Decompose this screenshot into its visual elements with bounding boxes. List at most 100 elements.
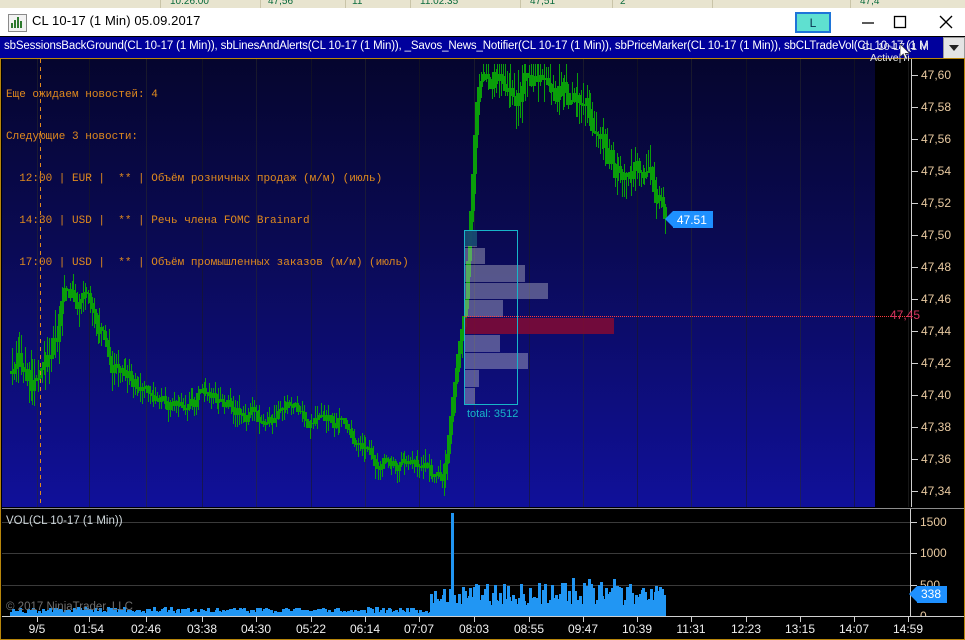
volume-bar xyxy=(156,611,160,616)
volume-bar xyxy=(302,609,306,616)
candle-body xyxy=(56,326,61,342)
volume-bar xyxy=(553,597,557,616)
volume-bar xyxy=(196,611,199,616)
candle-body xyxy=(335,420,340,423)
price-axis[interactable]: 47,60 47,58 47,56 47,54 47,52 47,50 47,48 47,46… xyxy=(911,59,964,507)
time-axis-tick xyxy=(419,617,420,622)
volume-bar xyxy=(303,609,307,616)
candle-body xyxy=(173,400,178,403)
candle-body xyxy=(142,387,147,390)
time-axis[interactable]: 9/5 01:54 02:46 03:38 04:30 05:22 06:14 07:07 08… xyxy=(2,616,964,639)
volume-bar xyxy=(58,608,62,616)
volume-bar xyxy=(86,608,90,616)
candle-wick xyxy=(125,357,127,381)
time-axis-label: 11:31 xyxy=(676,622,706,636)
chart-frame: total: 3512 47.51 47,60 47,58 47,56 47,54 47,… xyxy=(0,58,965,640)
volume-bar xyxy=(601,595,605,616)
close-button[interactable] xyxy=(923,8,965,36)
candle-wick xyxy=(142,382,144,404)
candle-wick xyxy=(244,403,246,421)
volume-bar xyxy=(244,611,248,616)
volume-bar xyxy=(34,609,38,616)
time-axis-label: 02:46 xyxy=(130,622,162,636)
volume-bar xyxy=(78,607,82,616)
volume-bar xyxy=(549,599,553,616)
indicator-bar[interactable]: sbSessionsBackGround(CL 10-17 (1 Min)), … xyxy=(0,36,965,59)
volume-bar xyxy=(229,608,233,616)
candle-body xyxy=(121,368,126,371)
volume-bar xyxy=(155,610,159,616)
volume-plot-area[interactable] xyxy=(2,509,910,616)
volume-pane[interactable]: VOL(CL 10-17 (1 Min)) © 2017 NinjaTrader… xyxy=(2,508,964,623)
candle-body xyxy=(184,408,189,411)
candle-body xyxy=(186,404,191,409)
candle-body xyxy=(415,459,420,468)
candle-body xyxy=(437,472,442,477)
volume-bar xyxy=(354,609,358,616)
volume-bar xyxy=(341,612,345,616)
candle-body xyxy=(380,463,385,469)
volume-profile-bar xyxy=(464,335,501,352)
candle-wick xyxy=(186,405,188,421)
candle-body xyxy=(430,474,435,476)
candle-wick xyxy=(220,387,222,402)
last-price-tag[interactable]: 47.51 xyxy=(664,211,713,228)
maximize-button[interactable] xyxy=(877,8,923,36)
volume-bar xyxy=(597,585,601,616)
price-plot-area[interactable]: total: 3512 47.51 xyxy=(2,59,911,507)
candle-body xyxy=(60,301,65,314)
candle-body xyxy=(620,171,625,181)
price-axis-tick xyxy=(912,139,918,140)
candle-wick xyxy=(138,376,140,394)
price-axis-tick xyxy=(912,331,918,332)
price-pane[interactable]: total: 3512 47.51 47,60 47,58 47,56 47,54 47,… xyxy=(2,59,964,507)
candle-wick xyxy=(80,298,82,315)
lock-button[interactable]: L xyxy=(795,12,831,33)
volume-bar xyxy=(378,612,382,616)
candle-wick xyxy=(324,405,326,420)
price-axis-tick xyxy=(912,395,918,396)
background-window-cell: 11:02:35 xyxy=(420,0,459,7)
candle-body xyxy=(610,150,615,165)
title-bar[interactable]: CL 10-17 (1 Min) 05.09.2017 L xyxy=(0,8,965,36)
volume-bar xyxy=(45,611,49,616)
volume-bar xyxy=(129,610,133,616)
volume-bar xyxy=(294,608,298,616)
candle-body xyxy=(246,415,251,422)
volume-bar xyxy=(445,602,449,616)
price-axis-label: 47,34 xyxy=(921,484,952,498)
volume-bar xyxy=(556,599,560,616)
candle-wick xyxy=(516,90,518,129)
candle-body xyxy=(618,165,623,172)
chevron-down-icon[interactable] xyxy=(943,37,965,59)
vertical-gridline xyxy=(256,59,257,507)
volume-bar xyxy=(450,512,454,616)
candle-body xyxy=(91,308,96,313)
volume-bar xyxy=(411,607,415,616)
volume-gridline xyxy=(2,584,910,586)
candle-body xyxy=(651,179,656,192)
volume-bar xyxy=(184,609,188,616)
candle-body xyxy=(52,337,57,341)
candle-body xyxy=(642,176,647,179)
candle-wick xyxy=(434,473,436,484)
time-axis-tick xyxy=(583,617,584,622)
volume-bar xyxy=(527,603,531,616)
candle-wick xyxy=(581,90,583,124)
candle-wick xyxy=(648,149,650,173)
candle-body xyxy=(13,363,18,370)
time-axis-tick xyxy=(746,617,747,622)
volume-bar xyxy=(434,591,438,616)
volume-bar xyxy=(63,609,67,616)
background-window-cell: 10:26:00 xyxy=(170,0,209,7)
volume-bar xyxy=(465,598,469,616)
volume-profile-bar xyxy=(464,352,528,369)
volume-bar xyxy=(618,587,622,616)
volume-marker-tag[interactable]: 338 xyxy=(909,585,948,603)
minimize-button[interactable] xyxy=(845,8,891,36)
volume-bar xyxy=(575,603,579,616)
candle-body xyxy=(434,474,439,476)
vertical-gridline xyxy=(419,59,420,507)
volume-bar xyxy=(633,603,637,616)
candle-body xyxy=(290,405,295,408)
